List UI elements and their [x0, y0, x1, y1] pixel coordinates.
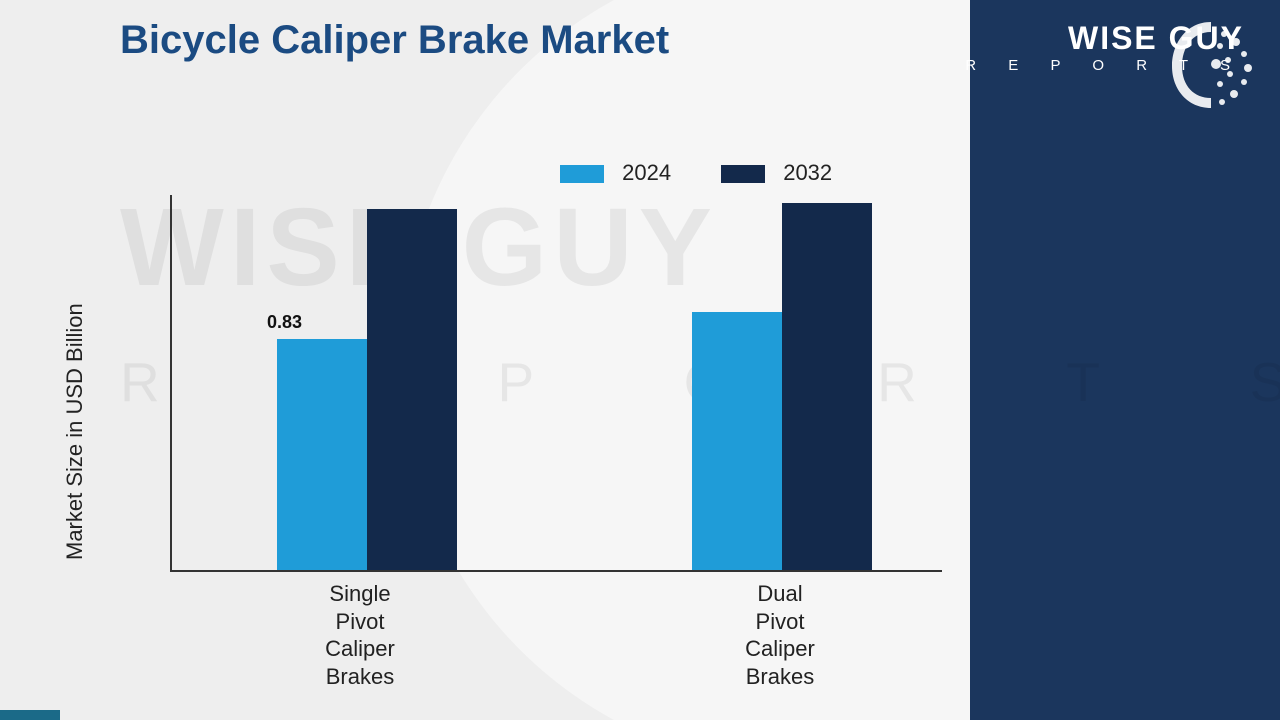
bar-2024-1 [692, 312, 782, 570]
y-axis-label: Market Size in USD Billion [62, 303, 88, 560]
chart-title: Bicycle Caliper Brake Market [120, 18, 669, 63]
value-label: 0.83 [267, 312, 302, 333]
legend-item-2032: 2032 [721, 160, 832, 186]
footer-accent-bar [0, 710, 60, 720]
bar-2024-0 [277, 339, 367, 570]
legend-label-2032: 2032 [783, 160, 832, 185]
x-label-0: SinglePivotCaliperBrakes [260, 580, 460, 690]
brand-logo-line1: WISE GUY [965, 22, 1244, 54]
legend: 2024 2032 [560, 160, 832, 186]
bar-2032-1 [782, 203, 872, 570]
brand-logo-line2: R E P O R T S [965, 58, 1244, 73]
bar-2032-0 [367, 209, 457, 570]
legend-item-2024: 2024 [560, 160, 671, 186]
bar-group-0 [257, 209, 477, 570]
legend-label-2024: 2024 [622, 160, 671, 185]
x-label-1: DualPivotCaliperBrakes [680, 580, 880, 690]
plot-area: 0.83 [170, 195, 942, 572]
chart-canvas: WISE GUY R E P O R T S WISE GUY R E P O … [0, 0, 1280, 720]
legend-swatch-2024 [560, 165, 604, 183]
brand-logo: WISE GUY R E P O R T S [965, 22, 1244, 73]
legend-swatch-2032 [721, 165, 765, 183]
bar-group-1 [672, 203, 892, 570]
